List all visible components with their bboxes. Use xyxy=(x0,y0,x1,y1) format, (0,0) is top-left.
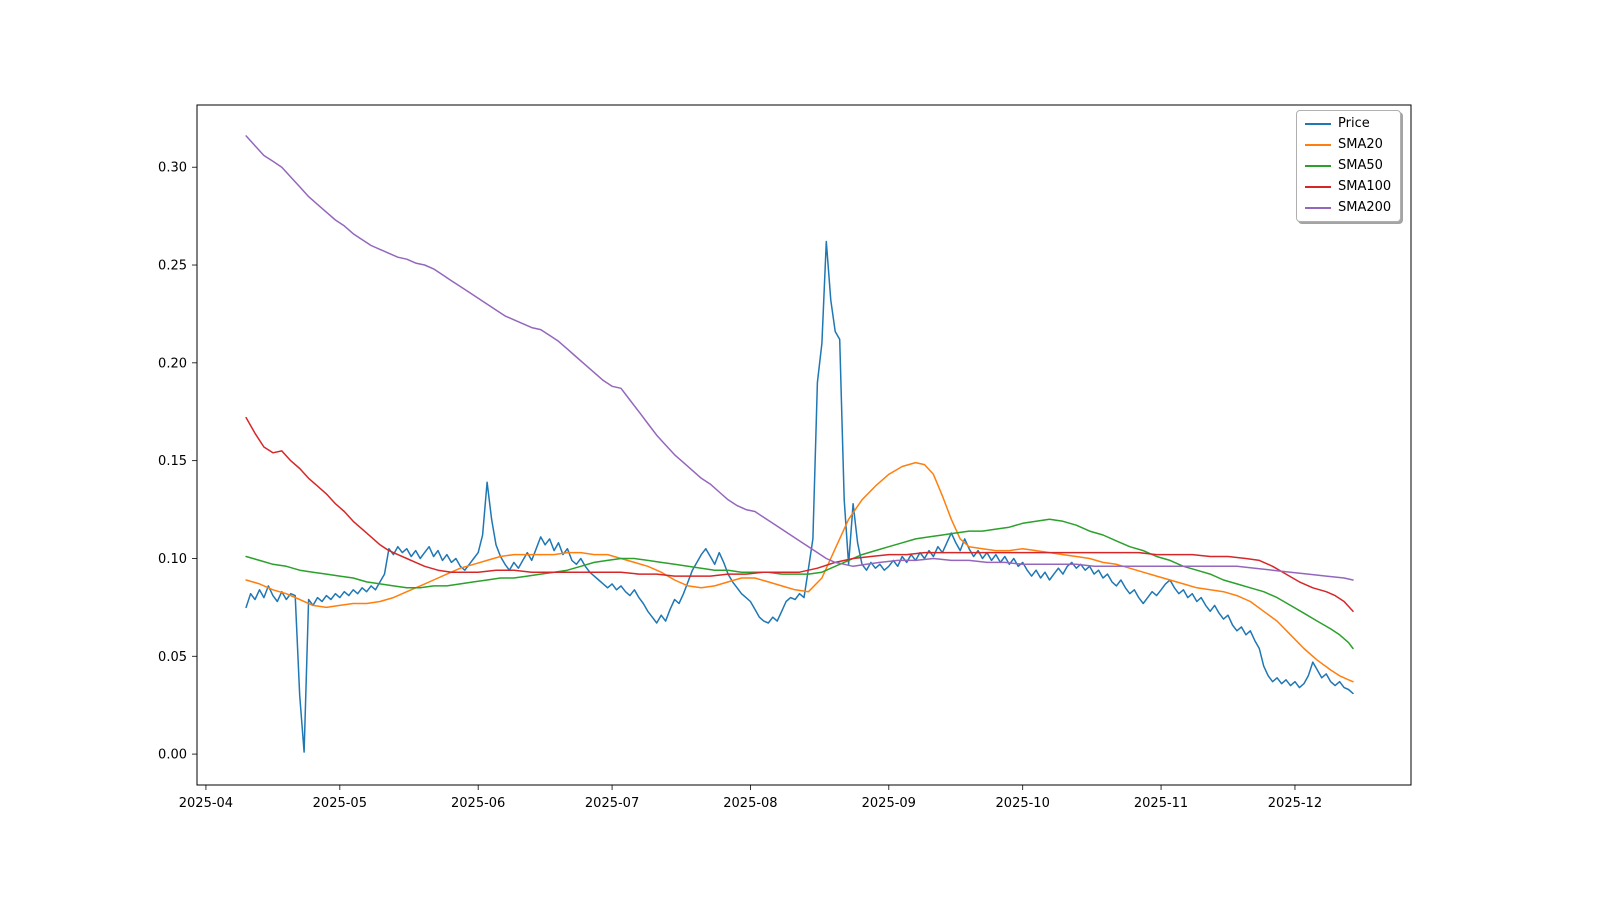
legend-label-sma20: SMA20 xyxy=(1338,137,1383,152)
legend-item-sma20: SMA20 xyxy=(1305,137,1391,153)
legend-label-sma50: SMA50 xyxy=(1338,158,1383,173)
svg-text:2025-04: 2025-04 xyxy=(179,796,233,811)
price-line-swatch-icon xyxy=(1305,123,1331,125)
legend-label-sma200: SMA200 xyxy=(1338,200,1392,215)
legend-item-price: Price xyxy=(1305,116,1391,132)
svg-text:2025-06: 2025-06 xyxy=(451,796,505,811)
svg-text:2025-05: 2025-05 xyxy=(313,796,367,811)
legend-item-sma50: SMA50 xyxy=(1305,158,1391,174)
sma20-line-swatch-icon xyxy=(1305,144,1331,146)
svg-text:0.30: 0.30 xyxy=(158,161,187,176)
chart-legend: Price SMA20 SMA50 SMA100 SMA200 xyxy=(1296,110,1402,222)
svg-text:2025-12: 2025-12 xyxy=(1268,796,1322,811)
svg-text:2025-10: 2025-10 xyxy=(996,796,1050,811)
svg-text:2025-08: 2025-08 xyxy=(723,796,777,811)
legend-label-sma100: SMA100 xyxy=(1338,179,1392,194)
svg-text:0.10: 0.10 xyxy=(158,552,187,567)
svg-text:0.25: 0.25 xyxy=(158,259,187,274)
svg-text:2025-11: 2025-11 xyxy=(1134,796,1188,811)
sma200-line-swatch-icon xyxy=(1305,207,1331,209)
svg-text:2025-07: 2025-07 xyxy=(585,796,639,811)
sma100-line-swatch-icon xyxy=(1305,186,1331,188)
legend-item-sma100: SMA100 xyxy=(1305,179,1391,195)
sma50-line-swatch-icon xyxy=(1305,165,1331,167)
svg-text:0.00: 0.00 xyxy=(158,748,187,763)
legend-label-price: Price xyxy=(1338,116,1370,131)
svg-text:0.20: 0.20 xyxy=(158,356,187,371)
svg-text:2025-09: 2025-09 xyxy=(862,796,916,811)
legend-item-sma200: SMA200 xyxy=(1305,200,1391,216)
svg-text:0.15: 0.15 xyxy=(158,454,187,469)
svg-text:0.05: 0.05 xyxy=(158,650,187,665)
